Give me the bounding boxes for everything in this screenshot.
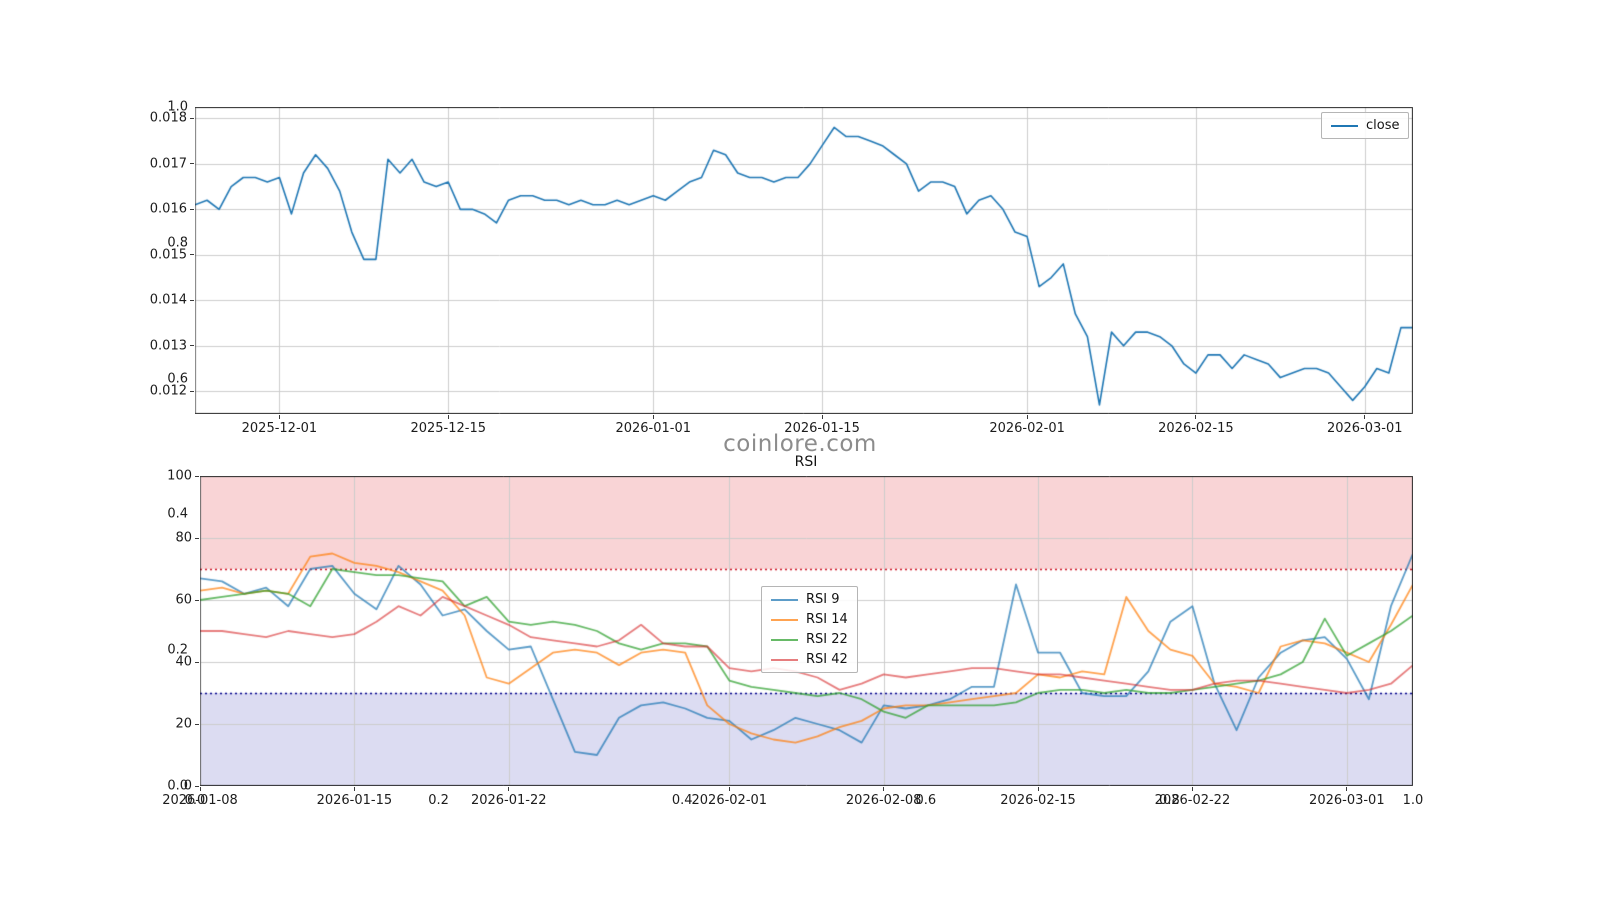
- tick-label: 0.017: [149, 156, 187, 172]
- tick-label: 20: [175, 716, 192, 732]
- tick-mark: [195, 661, 199, 663]
- tick-label: 80: [175, 530, 192, 546]
- rsi-14-line-sample-icon: [771, 618, 798, 621]
- tick-label: 1.0: [1402, 793, 1424, 808]
- tick-label: 60: [175, 592, 192, 608]
- tick-label: 100: [167, 468, 192, 484]
- tick-label: 0.0: [184, 793, 206, 808]
- rsi-42-line-sample-icon: [771, 658, 798, 661]
- tick-mark: [652, 415, 654, 419]
- tick-label: 2026-03-01: [1326, 421, 1403, 436]
- tick-label: 2026-02-01: [691, 793, 768, 808]
- tick-label: 2026-02-15: [1000, 793, 1076, 808]
- tick-label: 0.6: [915, 793, 937, 808]
- tick-mark: [1191, 787, 1193, 791]
- tick-mark: [508, 787, 510, 791]
- tick-label: 0.014: [149, 292, 187, 308]
- tick-label: 0.012: [149, 383, 187, 399]
- tick-label: 40: [175, 654, 192, 670]
- tick-label: 0.6: [167, 371, 188, 387]
- tick-label: 2025-12-01: [241, 421, 318, 436]
- legend-row-rsi-42: RSI 42: [771, 651, 848, 668]
- tick-label: 0.8: [167, 235, 188, 251]
- close-legend-label: close: [1366, 118, 1400, 133]
- tick-label: 0.4: [167, 506, 188, 522]
- tick-mark: [190, 208, 194, 210]
- tick-mark: [821, 415, 823, 419]
- tick-label: 0.2: [428, 793, 449, 808]
- legend-row-rsi-14: RSI 14: [771, 611, 848, 628]
- rsi-42-legend-label: RSI 42: [806, 652, 848, 667]
- tick-mark: [199, 787, 201, 791]
- tick-mark: [190, 163, 194, 165]
- tick-mark: [447, 415, 449, 419]
- tick-mark: [195, 785, 199, 787]
- tick-mark: [190, 299, 194, 301]
- tick-label: 0.4: [671, 793, 693, 808]
- watermark: coinlore.com: [723, 431, 877, 457]
- tick-label: 2026-01-22: [470, 793, 547, 808]
- tick-label: 2026-03-01: [1309, 793, 1385, 808]
- tick-label: 2026-02-15: [1158, 421, 1234, 436]
- tick-label: 0.015: [149, 247, 187, 263]
- tick-mark: [1026, 415, 1028, 419]
- tick-mark: [195, 537, 199, 539]
- tick-label: 2026-02-01: [989, 421, 1065, 436]
- tick-label: 2026-02-08: [845, 793, 922, 808]
- tick-mark: [353, 787, 355, 791]
- tick-mark: [195, 723, 199, 725]
- tick-label: 1.0: [167, 99, 188, 115]
- tick-label: 2025-12-15: [410, 421, 487, 436]
- tick-mark: [190, 254, 194, 256]
- tick-mark: [195, 599, 199, 601]
- rsi-22-line-sample-icon: [771, 638, 798, 641]
- tick-mark: [195, 475, 199, 477]
- tick-label: 0.013: [149, 338, 187, 354]
- legend-row-rsi-9: RSI 9: [771, 591, 848, 608]
- tick-label: 0.018: [149, 110, 187, 126]
- tick-mark: [883, 787, 885, 791]
- tick-mark: [190, 390, 194, 392]
- tick-mark: [1195, 415, 1197, 419]
- rsi-9-line-sample-icon: [771, 598, 798, 601]
- rsi-9-legend-label: RSI 9: [806, 592, 840, 607]
- tick-label: 2026-01-15: [784, 421, 860, 436]
- tick-mark: [190, 345, 194, 347]
- tick-label: 0.8: [1159, 793, 1180, 808]
- tick-mark: [1037, 787, 1039, 791]
- price-legend: close: [1321, 112, 1410, 139]
- tick-mark: [190, 117, 194, 119]
- legend-row-rsi-22: RSI 22: [771, 631, 848, 648]
- tick-mark: [728, 787, 730, 791]
- tick-label: 2026-01-15: [316, 793, 393, 808]
- legend-row-close: close: [1331, 117, 1399, 134]
- rsi-title: RSI: [794, 454, 818, 470]
- close-line-sample-icon: [1331, 124, 1358, 127]
- rsi-legend: RSI 9 RSI 14 RSI 22 RSI 42: [761, 586, 858, 673]
- tick-mark: [278, 415, 280, 419]
- tick-label: 0.0: [167, 778, 188, 794]
- tick-label: 0.016: [149, 201, 187, 217]
- tick-label: 0.2: [167, 642, 188, 658]
- price-chart-canvas: [195, 107, 1413, 414]
- tick-label: 0: [183, 778, 192, 794]
- tick-label: 2026-01-08: [162, 793, 238, 808]
- tick-label: 2026-01-01: [615, 421, 692, 436]
- tick-label: 2026-02-22: [1154, 793, 1231, 808]
- rsi-22-legend-label: RSI 22: [806, 632, 848, 647]
- tick-mark: [1364, 415, 1366, 419]
- tick-mark: [1346, 787, 1348, 791]
- rsi-14-legend-label: RSI 14: [806, 612, 848, 627]
